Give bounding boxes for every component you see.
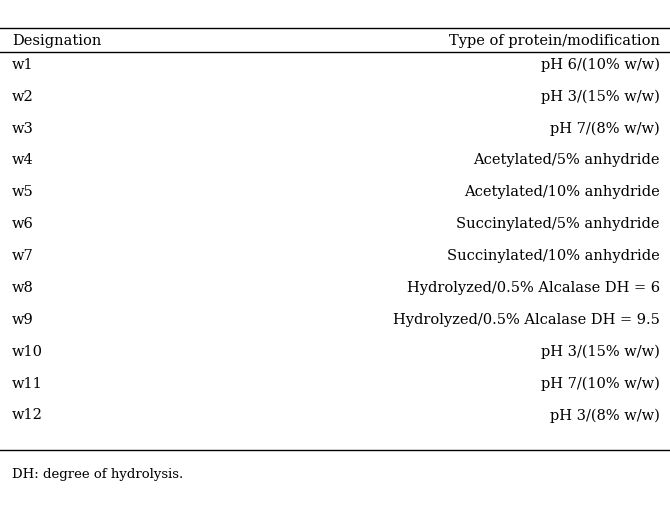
Text: w12: w12: [12, 408, 43, 422]
Text: w8: w8: [12, 280, 34, 294]
Text: w5: w5: [12, 185, 34, 199]
Text: Type of protein/modification: Type of protein/modification: [449, 34, 660, 48]
Text: w6: w6: [12, 217, 34, 231]
Text: w4: w4: [12, 153, 34, 167]
Text: pH 3/(15% w/w): pH 3/(15% w/w): [541, 89, 660, 104]
Text: w9: w9: [12, 312, 34, 326]
Text: Succinylated/5% anhydride: Succinylated/5% anhydride: [456, 217, 660, 231]
Text: pH 6/(10% w/w): pH 6/(10% w/w): [541, 58, 660, 72]
Text: w7: w7: [12, 248, 34, 263]
Text: Succinylated/10% anhydride: Succinylated/10% anhydride: [447, 248, 660, 263]
Text: pH 7/(10% w/w): pH 7/(10% w/w): [541, 376, 660, 390]
Text: Hydrolyzed/0.5% Alcalase DH = 6: Hydrolyzed/0.5% Alcalase DH = 6: [407, 280, 660, 294]
Text: w11: w11: [12, 376, 43, 390]
Text: pH 3/(8% w/w): pH 3/(8% w/w): [550, 408, 660, 422]
Text: w3: w3: [12, 121, 34, 135]
Text: w1: w1: [12, 58, 34, 72]
Text: DH: degree of hydrolysis.: DH: degree of hydrolysis.: [12, 467, 184, 480]
Text: Designation: Designation: [12, 34, 101, 48]
Text: Acetylated/5% anhydride: Acetylated/5% anhydride: [474, 153, 660, 167]
Text: w2: w2: [12, 89, 34, 104]
Text: Hydrolyzed/0.5% Alcalase DH = 9.5: Hydrolyzed/0.5% Alcalase DH = 9.5: [393, 312, 660, 326]
Text: Acetylated/10% anhydride: Acetylated/10% anhydride: [464, 185, 660, 199]
Text: pH 7/(8% w/w): pH 7/(8% w/w): [550, 121, 660, 135]
Text: w10: w10: [12, 344, 43, 358]
Text: pH 3/(15% w/w): pH 3/(15% w/w): [541, 344, 660, 358]
